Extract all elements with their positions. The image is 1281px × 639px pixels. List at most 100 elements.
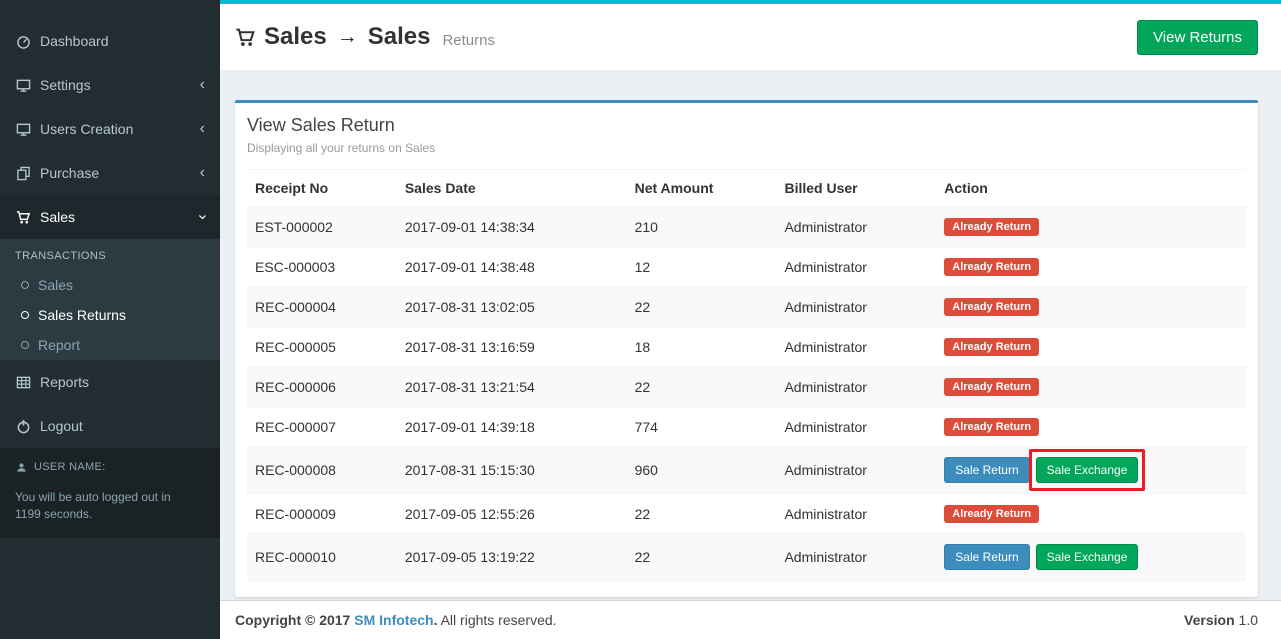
receipt-no-cell: REC-000010 [247, 533, 397, 581]
net-amount-cell: 774 [626, 406, 777, 447]
sidebar-item-settings[interactable]: Settings ‹ [0, 63, 220, 107]
circle-icon [21, 281, 29, 289]
submenu-item-label: Report [38, 337, 81, 353]
sidebar-item-sales[interactable]: Sales ‹ [0, 195, 220, 239]
sale-return-button[interactable]: Sale Return [944, 544, 1030, 570]
sales-date-cell: 2017-09-01 14:38:34 [396, 206, 627, 247]
sidebar-menu: Dashboard Settings ‹ Users Creation ‹ Pu… [0, 0, 220, 239]
sidebar-subitem-sales-returns[interactable]: Sales Returns [0, 300, 220, 330]
sales-returns-table: Receipt No Sales Date Net Amount Billed … [247, 169, 1246, 581]
user-icon [15, 459, 27, 475]
circle-icon [21, 311, 29, 319]
copyright-text: Copyright © 2017 SM Infotech. All rights… [235, 612, 557, 628]
action-cell: Already Return [936, 206, 1246, 247]
panel-subtitle: Displaying all your returns on Sales [247, 141, 436, 155]
receipt-no-cell: REC-000006 [247, 366, 397, 407]
table-row: REC-000009 2017-09-05 12:55:26 22 Administr… [247, 493, 1246, 534]
already-return-badge: Already Return [944, 298, 1040, 316]
circle-icon [21, 341, 29, 349]
chevron-down-icon: ‹ [193, 214, 211, 220]
top-accent-bar [220, 0, 1281, 4]
billed-user-cell: Administrator [776, 246, 937, 287]
submenu-item-label: Sales Returns [38, 307, 126, 323]
version-label: Version [1184, 612, 1235, 628]
sidebar-subitem-report[interactable]: Report [0, 330, 220, 360]
sales-date-cell: 2017-09-05 13:19:22 [396, 533, 627, 581]
sales-returns-table-body: EST-000002 2017-09-01 14:38:34 210 Administ… [247, 206, 1246, 581]
sales-date-cell: 2017-09-01 14:39:18 [396, 406, 627, 447]
billed-user-cell: Administrator [776, 406, 937, 447]
receipt-no-cell: REC-000009 [247, 493, 397, 534]
table-header: Receipt No Sales Date Net Amount Billed … [247, 169, 1246, 207]
receipt-no-cell: REC-000007 [247, 406, 397, 447]
sales-return-panel: View Sales Return Displaying all your re… [235, 100, 1258, 597]
receipt-no-cell: EST-000002 [247, 206, 397, 247]
billed-user-cell: Administrator [776, 326, 937, 367]
action-cell: Sale Return Sale Exchange [936, 446, 1246, 494]
net-amount-cell: 12 [626, 246, 777, 287]
content-area: View Sales Return Displaying all your re… [220, 70, 1281, 600]
auto-logout-notice: You will be auto logged out in 1199 seco… [15, 490, 171, 522]
sidebar-item-logout[interactable]: Logout [0, 404, 220, 448]
submenu-item-label: Sales [38, 277, 74, 293]
copyright-prefix: Copyright © 2017 [235, 612, 351, 628]
net-amount-cell: 22 [626, 493, 777, 534]
arrow-icon: → [336, 25, 358, 48]
sidebar-item-users-creation[interactable]: Users Creation ‹ [0, 107, 220, 151]
receipt-no-cell: ESC-000003 [247, 246, 397, 287]
sales-date-cell: 2017-09-05 12:55:26 [396, 493, 627, 534]
user-section: USER NAME: You will be auto logged out i… [0, 448, 220, 538]
chevron-left-icon: ‹ [199, 120, 205, 137]
sales-date-cell: 2017-08-31 13:16:59 [396, 326, 627, 367]
sales-submenu: TRANSACTIONS Sales Sales Returns Report [0, 239, 220, 360]
sidebar-item-purchase[interactable]: Purchase ‹ [0, 151, 220, 195]
sidebar-item-reports[interactable]: Reports [0, 360, 220, 404]
sidebar-item-label: Purchase [40, 165, 100, 181]
receipt-no-cell: REC-000008 [247, 446, 397, 494]
view-returns-button[interactable]: View Returns [1137, 19, 1258, 55]
desktop-icon [15, 77, 31, 93]
billed-user-cell: Administrator [776, 533, 937, 581]
billed-user-cell: Administrator [776, 446, 937, 494]
sidebar-item-dashboard[interactable]: Dashboard [0, 19, 220, 63]
action-cell: Already Return [936, 326, 1246, 367]
sidebar-item-label: Sales [40, 209, 76, 225]
breadcrumb-section: Sales [367, 23, 431, 50]
net-amount-cell: 22 [626, 533, 777, 581]
sales-date-cell: 2017-08-31 13:02:05 [396, 286, 627, 327]
cart-icon [15, 209, 31, 225]
table-icon [15, 374, 31, 390]
sale-exchange-button[interactable]: Sale Exchange [1035, 457, 1139, 483]
already-return-badge: Already Return [944, 218, 1040, 236]
sidebar-item-label: Settings [40, 77, 91, 93]
sale-exchange-button[interactable]: Sale Exchange [1035, 544, 1139, 570]
receipt-no-cell: REC-000005 [247, 326, 397, 367]
panel-title: View Sales Return [247, 115, 395, 135]
sales-date-cell: 2017-09-01 14:38:48 [396, 246, 627, 287]
desktop-icon [15, 121, 31, 137]
table-row: REC-000007 2017-09-01 14:39:18 774 Administ… [247, 406, 1246, 447]
action-cell: Already Return [936, 493, 1246, 534]
table-row: EST-000002 2017-09-01 14:38:34 210 Administ… [247, 206, 1246, 247]
sidebar: Dashboard Settings ‹ Users Creation ‹ Pu… [0, 0, 220, 639]
breadcrumb-main: Sales [264, 23, 327, 50]
table-row: REC-000006 2017-08-31 13:21:54 22 Administr… [247, 366, 1246, 407]
column-receipt-no: Receipt No [247, 169, 397, 207]
version-number: 1.0 [1238, 612, 1258, 628]
sidebar-subitem-sales[interactable]: Sales [0, 270, 220, 300]
net-amount-cell: 18 [626, 326, 777, 367]
action-cell: Already Return [936, 246, 1246, 287]
sale-return-button[interactable]: Sale Return [944, 457, 1030, 483]
column-action: Action [936, 169, 1246, 207]
rights-text: All rights reserved. [440, 612, 557, 628]
breadcrumb-sub: Returns [442, 31, 495, 49]
action-cell: Sale Return Sale Exchange [936, 533, 1246, 581]
already-return-badge: Already Return [944, 378, 1040, 396]
version-text: Version 1.0 [1184, 612, 1258, 628]
power-icon [15, 418, 31, 434]
sales-date-cell: 2017-08-31 13:21:54 [396, 366, 627, 407]
annotation-highlight-box: Sale Exchange [1028, 449, 1146, 491]
company-link[interactable]: SM Infotech [354, 612, 434, 628]
page-header: Sales → Sales Returns View Returns [220, 4, 1281, 70]
sales-date-cell: 2017-08-31 15:15:30 [396, 446, 627, 494]
